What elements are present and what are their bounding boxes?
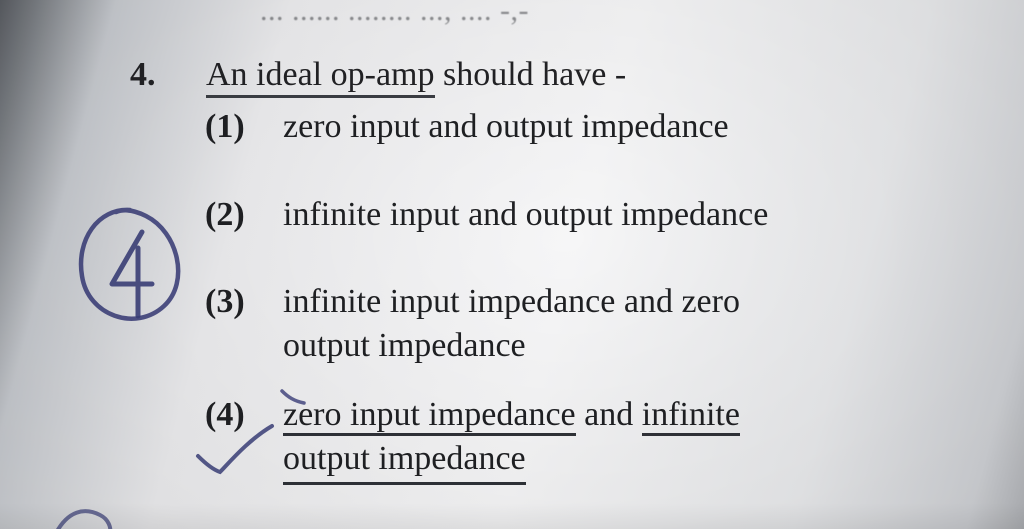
handwritten-circle-icon [68, 198, 188, 338]
option-4-number: (4) [205, 393, 245, 437]
option-4-text: zero input impedance and infinite output… [205, 393, 994, 485]
option-1-text: zero input and output impedance [205, 105, 994, 149]
option-1: (1) zero input and output impedance [205, 105, 994, 149]
option-3: (3) infinite input impedance and zero ou… [205, 280, 994, 367]
option-2-text: infinite input and output impedance [205, 193, 994, 237]
option-2: (2) infinite input and output impedance [205, 193, 994, 237]
option-4-mid: and [576, 396, 642, 433]
option-2-number: (2) [205, 193, 245, 237]
option-3-text: infinite input impedance and zero output… [205, 280, 994, 367]
handwritten-scribble-icon [50, 493, 120, 529]
question-stem-underlined: An ideal op-amp [206, 56, 435, 98]
previous-question-fragment: ... ...... ........ ..., .... -,- [260, 0, 529, 28]
option-3-number: (3) [205, 280, 245, 324]
option-1-number: (1) [205, 105, 245, 149]
question-stem-rest: should have - [435, 56, 627, 93]
option-3-line1: infinite input impedance and zero [283, 283, 740, 320]
options-list: (1) zero input and output impedance (2) … [205, 105, 994, 511]
option-3-line2: output impedance [283, 327, 526, 364]
option-4-seg2: infinite [642, 396, 740, 436]
option-4: (4) zero input impedance and infinite ou… [205, 393, 994, 485]
page: ... ...... ........ ..., .... -,- 4. An … [0, 0, 1024, 529]
question-number: 4. [130, 56, 156, 94]
question-text: An ideal op-amp should have - [206, 56, 626, 98]
option-4-line2: output impedance [283, 437, 526, 486]
option-4-seg1: zero input impedance [283, 396, 576, 436]
